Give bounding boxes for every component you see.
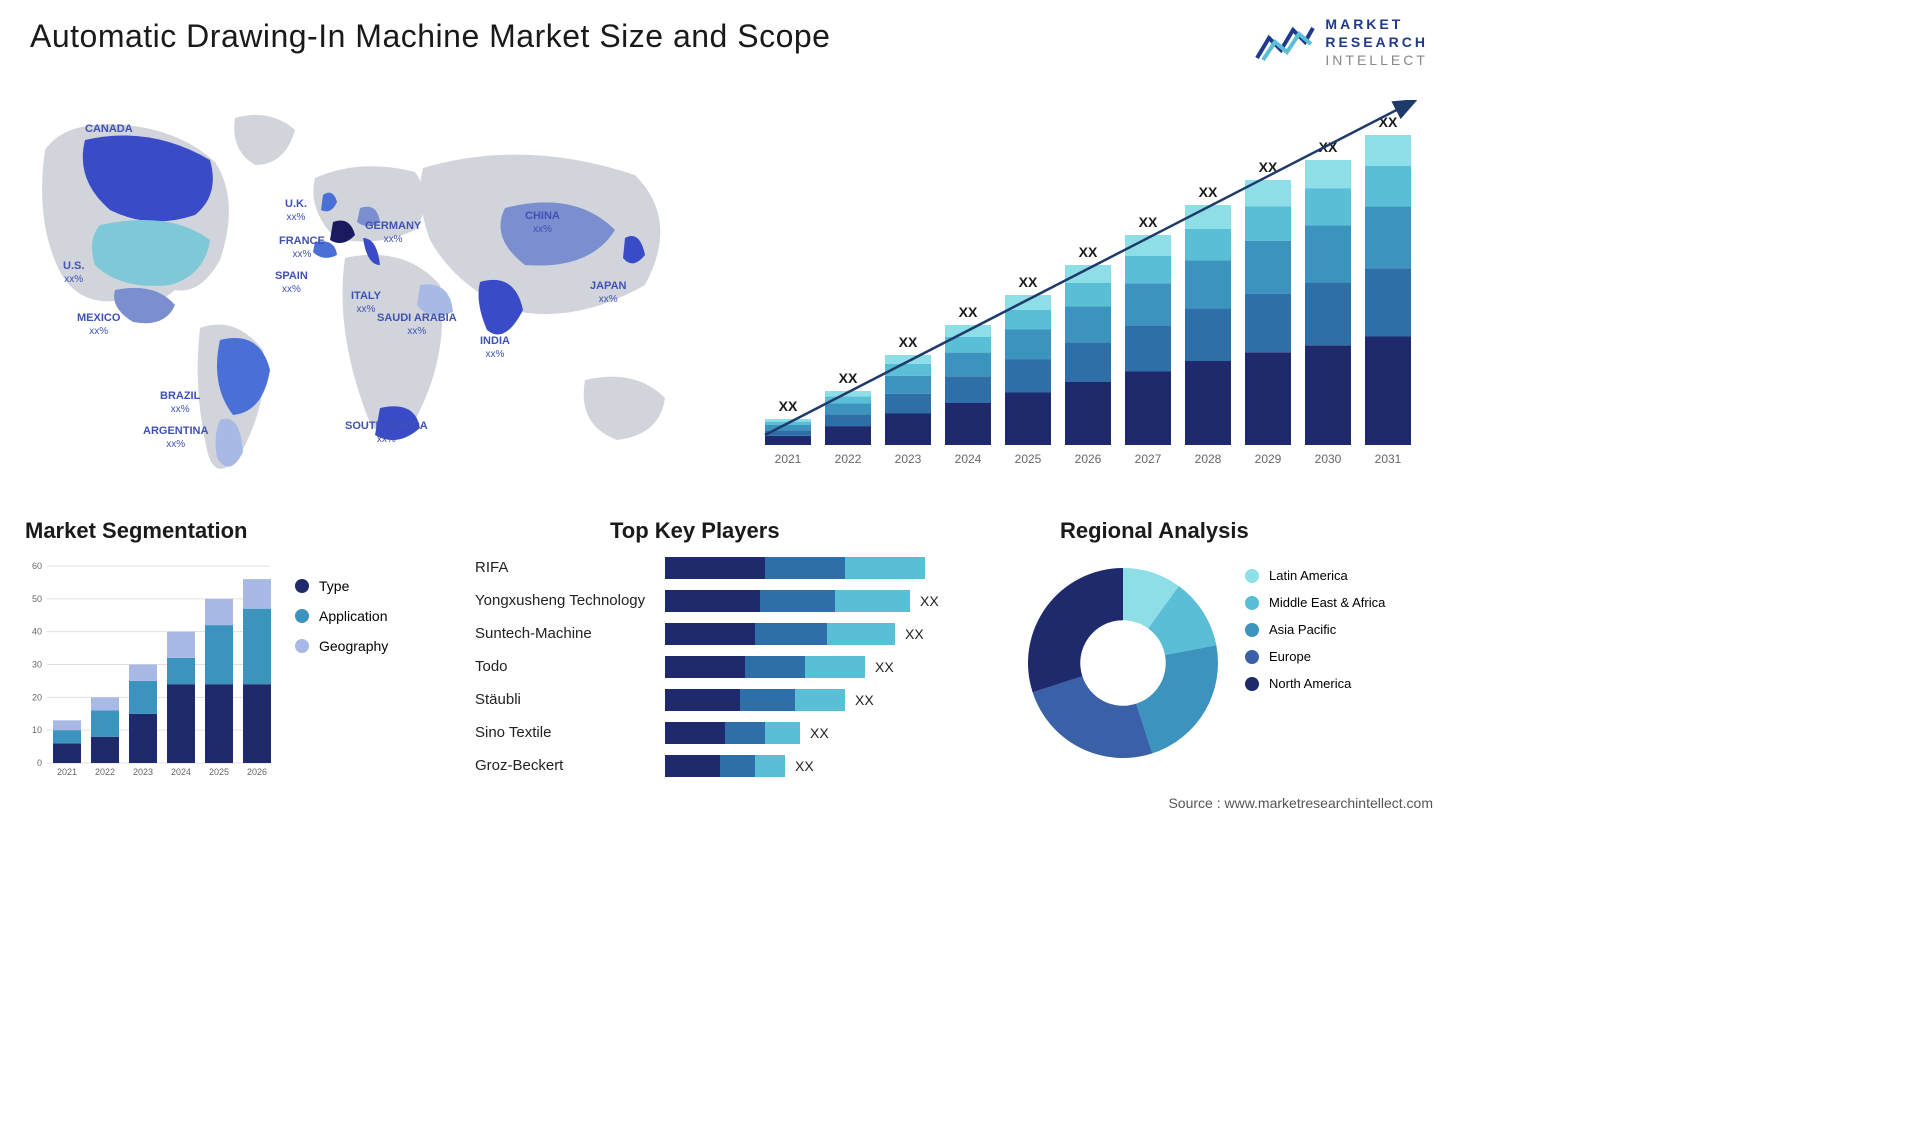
keyplayer-row: Todo XX — [470, 652, 980, 681]
svg-text:XX: XX — [959, 304, 978, 320]
segmentation-chart: 0 10 20 30 40 50 60 2021 2022 2023 2024 2025 2026 — [25, 558, 275, 783]
svg-text:20: 20 — [32, 692, 42, 702]
svg-text:XX: XX — [1139, 214, 1158, 230]
legend-item: Asia Pacific — [1245, 622, 1385, 637]
svg-text:2029: 2029 — [1255, 452, 1282, 466]
main-chart-svg: XX 2021 XX 2022 XX 2023 XX 2024 XX 2025 XX 2026 XX 20… — [760, 100, 1420, 480]
keyplayer-value: XX — [905, 626, 924, 642]
keyplayer-row: Yongxusheng Technology XX — [470, 586, 980, 615]
source-text: Source : www.marketresearchintellect.com — [1168, 795, 1433, 811]
keyplayers-title: Top Key Players — [610, 518, 990, 544]
svg-text:2023: 2023 — [895, 452, 922, 466]
svg-text:XX: XX — [1199, 184, 1218, 200]
svg-text:2024: 2024 — [955, 452, 982, 466]
svg-text:2028: 2028 — [1195, 452, 1222, 466]
map-label: GERMANYxx% — [365, 220, 421, 246]
svg-text:2021: 2021 — [57, 767, 77, 777]
map-label: SAUDI ARABIAxx% — [377, 312, 457, 338]
svg-text:2026: 2026 — [247, 767, 267, 777]
segmentation-section: Market Segmentation 0 10 20 30 40 50 60 2021 202… — [25, 518, 465, 778]
keyplayer-value: XX — [795, 758, 814, 774]
keyplayer-name: RIFA — [470, 559, 665, 576]
keyplayer-value: XX — [855, 692, 874, 708]
logo-text: MARKET RESEARCH INTELLECT — [1325, 15, 1428, 70]
svg-text:2025: 2025 — [1015, 452, 1042, 466]
legend-item: Latin America — [1245, 568, 1385, 583]
keyplayer-value: XX — [920, 593, 939, 609]
regional-legend: Latin America Middle East & Africa Asia Pa… — [1245, 568, 1385, 703]
svg-text:XX: XX — [779, 398, 798, 414]
map-label: ARGENTINAxx% — [143, 425, 208, 451]
keyplayer-name: Suntech-Machine — [470, 625, 665, 642]
svg-text:XX: XX — [899, 334, 918, 350]
map-label: INDIAxx% — [480, 335, 510, 361]
map-label: FRANCExx% — [279, 235, 325, 261]
keyplayer-row: Sino Textile XX — [470, 718, 980, 747]
map-label: SOUTH AFRICAxx% — [345, 420, 428, 446]
regional-title: Regional Analysis — [1060, 518, 1430, 544]
legend-item: Application — [295, 608, 388, 624]
map-label: JAPANxx% — [590, 280, 626, 306]
svg-text:30: 30 — [32, 660, 42, 670]
keyplayer-row: RIFA — [470, 553, 980, 582]
regional-donut — [1018, 558, 1228, 768]
keyplayer-name: Todo — [470, 658, 665, 675]
brand-logo: MARKET RESEARCH INTELLECT — [1255, 15, 1428, 70]
keyplayer-name: Sino Textile — [470, 724, 665, 741]
map-label: SPAINxx% — [275, 270, 308, 296]
svg-text:XX: XX — [1079, 244, 1098, 260]
svg-text:2022: 2022 — [95, 767, 115, 777]
svg-text:XX: XX — [839, 370, 858, 386]
map-label: U.K.xx% — [285, 198, 307, 224]
svg-text:2027: 2027 — [1135, 452, 1162, 466]
svg-text:10: 10 — [32, 725, 42, 735]
regional-section: Regional Analysis Latin America Middle Ea… — [1000, 518, 1430, 778]
donut-svg — [1018, 558, 1228, 768]
keyplayer-name: Groz-Beckert — [470, 757, 665, 774]
svg-text:2030: 2030 — [1315, 452, 1342, 466]
segmentation-title: Market Segmentation — [25, 518, 465, 544]
svg-text:2024: 2024 — [171, 767, 191, 777]
svg-text:2023: 2023 — [133, 767, 153, 777]
legend-item: Middle East & Africa — [1245, 595, 1385, 610]
keyplayer-row: Suntech-Machine XX — [470, 619, 980, 648]
svg-text:0: 0 — [37, 758, 42, 768]
legend-item: Geography — [295, 638, 388, 654]
svg-text:50: 50 — [32, 594, 42, 604]
logo-icon — [1255, 20, 1315, 65]
legend-item: North America — [1245, 676, 1385, 691]
keyplayer-row: Stäubli XX — [470, 685, 980, 714]
svg-text:2022: 2022 — [835, 452, 862, 466]
keyplayer-value: XX — [810, 725, 829, 741]
segmentation-legend: Type Application Geography — [295, 578, 388, 668]
map-label: MEXICOxx% — [77, 312, 120, 338]
map-label: U.S.xx% — [63, 260, 84, 286]
map-label: CHINAxx% — [525, 210, 560, 236]
page-title: Automatic Drawing-In Machine Market Size… — [30, 18, 830, 55]
map-label: BRAZILxx% — [160, 390, 200, 416]
keyplayers-list: RIFAYongxusheng TechnologyXXSuntech-Mach… — [470, 553, 980, 784]
svg-text:2025: 2025 — [209, 767, 229, 777]
svg-text:2021: 2021 — [775, 452, 802, 466]
main-bar-chart: XX 2021 XX 2022 XX 2023 XX 2024 XX 2025 XX 2026 XX 20… — [760, 100, 1420, 480]
map-label: CANADAxx% — [85, 123, 133, 149]
svg-text:60: 60 — [32, 561, 42, 571]
svg-text:XX: XX — [1019, 274, 1038, 290]
legend-item: Europe — [1245, 649, 1385, 664]
world-map: CANADAxx% U.S.xx% MEXICOxx% BRAZILxx% ARGENT… — [15, 90, 705, 490]
svg-text:40: 40 — [32, 627, 42, 637]
svg-text:2031: 2031 — [1375, 452, 1402, 466]
keyplayer-name: Stäubli — [470, 691, 665, 708]
keyplayer-row: Groz-Beckert XX — [470, 751, 980, 780]
legend-item: Type — [295, 578, 388, 594]
keyplayer-name: Yongxusheng Technology — [470, 592, 665, 609]
svg-text:2026: 2026 — [1075, 452, 1102, 466]
keyplayer-value: XX — [875, 659, 894, 675]
keyplayers-section: Top Key Players RIFAYongxusheng Technolo… — [490, 518, 990, 778]
